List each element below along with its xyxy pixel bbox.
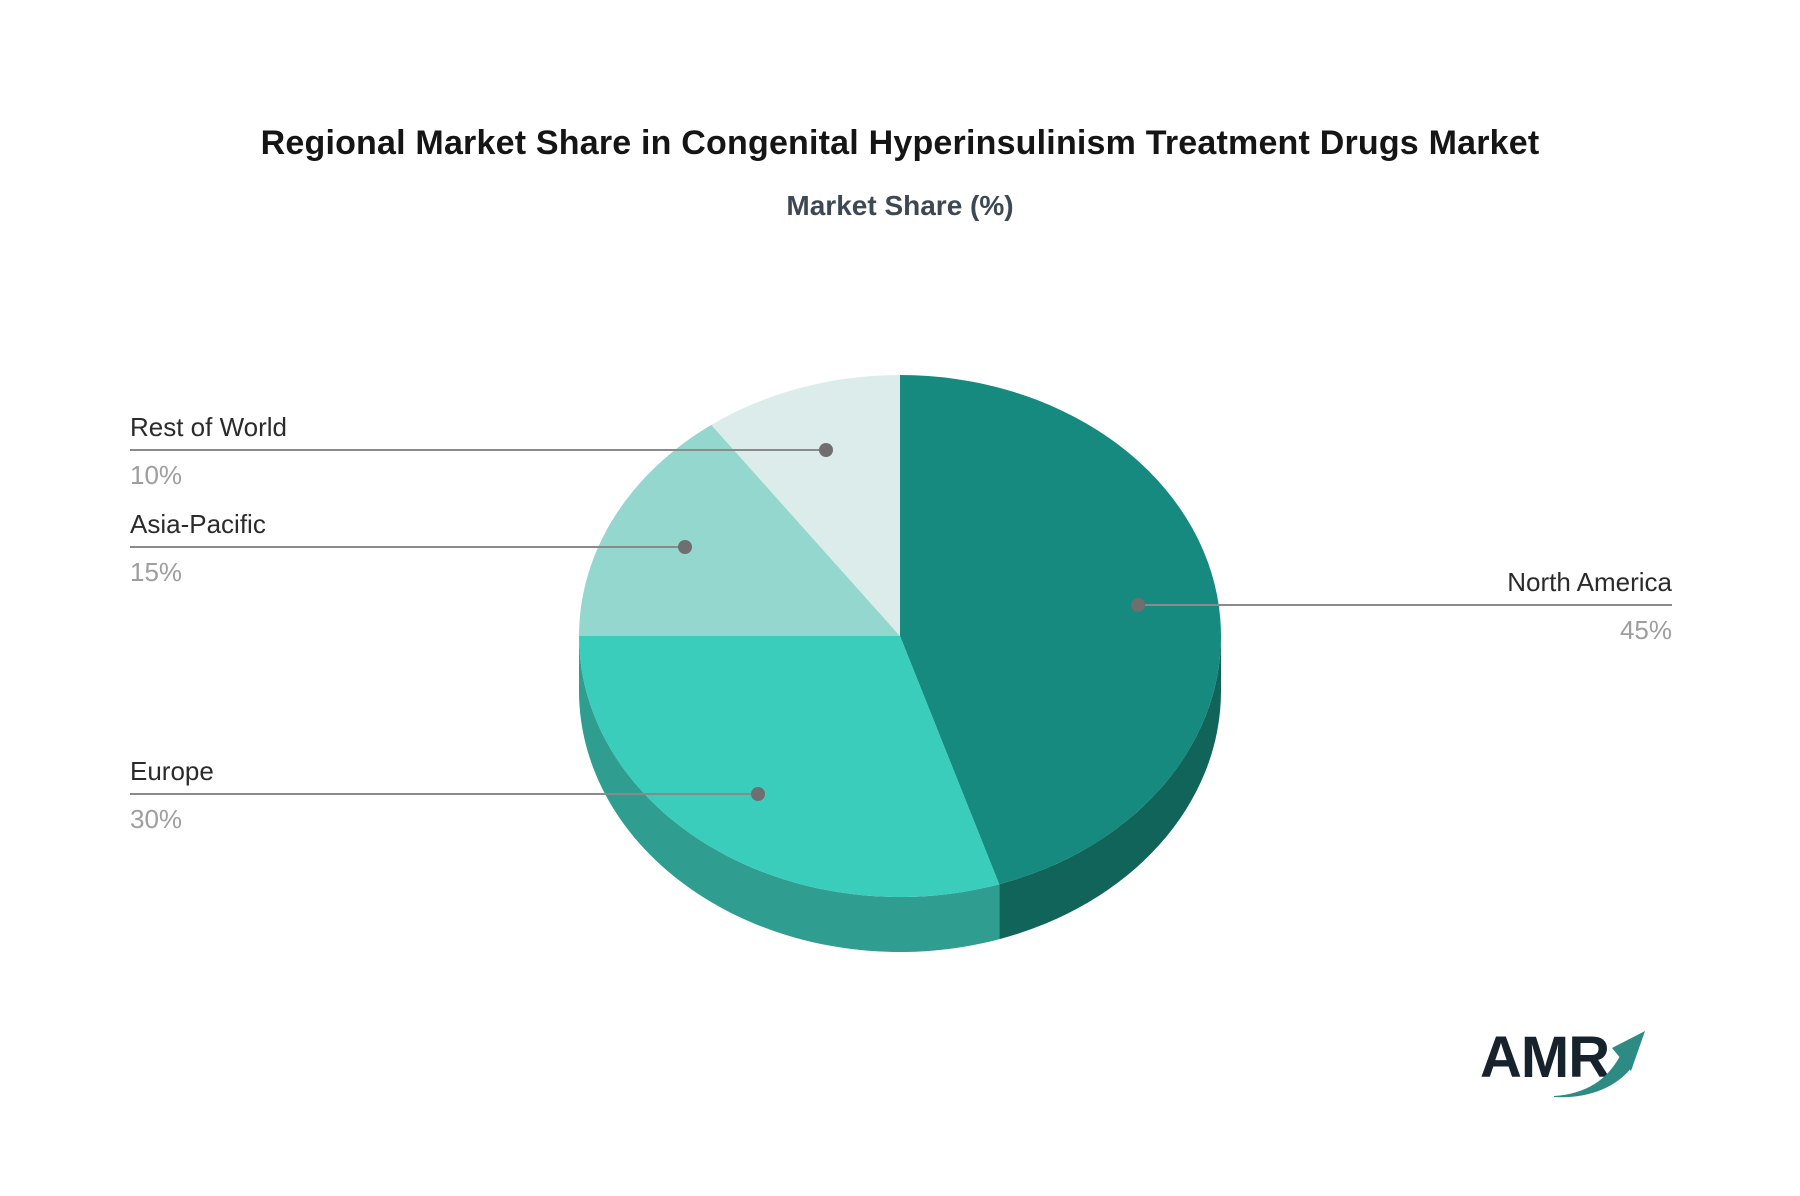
pie-label-europe: Europe [130, 756, 214, 786]
pie-value-rest-of-world: 10% [130, 460, 183, 490]
pie-label-north-america: North America [1507, 567, 1672, 597]
pie-slice-north-america[interactable] [900, 375, 1221, 885]
amr-logo: AMR [1460, 1018, 1670, 1113]
pie-label-rest-of-world: Rest of World [130, 412, 288, 442]
leader-dot-north-america [1131, 598, 1145, 612]
leader-dot-asia-pacific [678, 540, 692, 554]
pie-value-north-america: 45% [1619, 615, 1672, 645]
pie-side-europe [578, 636, 1000, 952]
pie-side-north-america [999, 636, 1221, 940]
pie-label-asia-pacific: Asia-Pacific [130, 509, 266, 539]
chart-subtitle: Market Share (%) [786, 190, 1014, 221]
amr-logo-text: AMR [1480, 1025, 1610, 1090]
chart-title: Regional Market Share in Congenital Hype… [260, 124, 1540, 162]
leader-dot-rest-of-world [819, 443, 833, 457]
growth-arrow-icon [1554, 1031, 1645, 1098]
pie-slice-rest-of-world[interactable] [711, 374, 900, 636]
pie-slice-europe[interactable] [578, 636, 1000, 898]
pie-value-europe: 30% [130, 804, 183, 834]
leader-dot-europe [751, 787, 765, 801]
pie-value-asia-pacific: 15% [130, 557, 183, 587]
pie-slice-asia-pacific[interactable] [579, 424, 900, 636]
